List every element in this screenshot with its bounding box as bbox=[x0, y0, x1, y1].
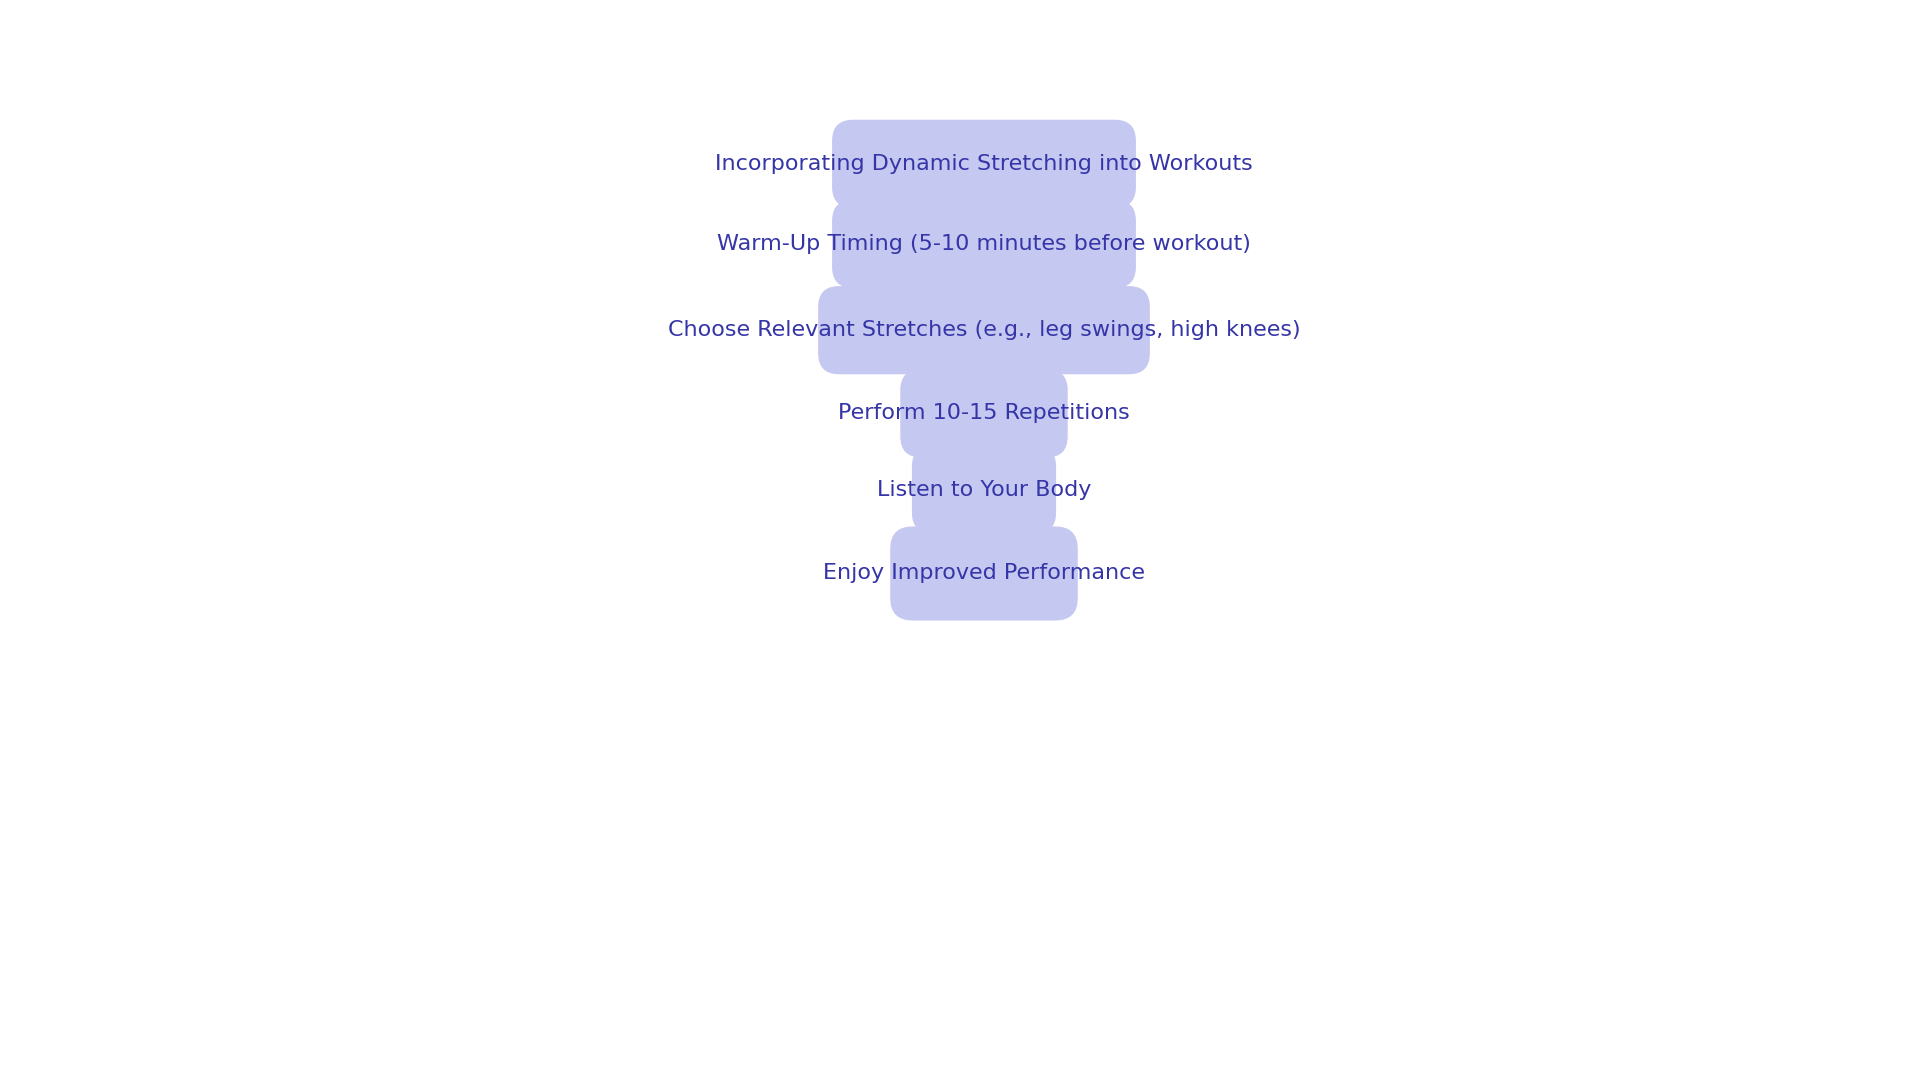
Text: Enjoy Improved Performance: Enjoy Improved Performance bbox=[824, 563, 1144, 584]
FancyBboxPatch shape bbox=[900, 369, 1068, 457]
FancyBboxPatch shape bbox=[891, 526, 1077, 621]
FancyBboxPatch shape bbox=[831, 200, 1137, 288]
FancyBboxPatch shape bbox=[912, 445, 1056, 534]
Text: Incorporating Dynamic Stretching into Workouts: Incorporating Dynamic Stretching into Wo… bbox=[714, 154, 1254, 174]
Text: Perform 10-15 Repetitions: Perform 10-15 Repetitions bbox=[839, 403, 1129, 423]
Text: Choose Relevant Stretches (e.g., leg swings, high knees): Choose Relevant Stretches (e.g., leg swi… bbox=[668, 321, 1300, 340]
Text: Listen to Your Body: Listen to Your Body bbox=[877, 480, 1091, 499]
FancyBboxPatch shape bbox=[831, 120, 1137, 208]
FancyBboxPatch shape bbox=[818, 286, 1150, 375]
Text: Warm-Up Timing (5-10 minutes before workout): Warm-Up Timing (5-10 minutes before work… bbox=[716, 234, 1252, 253]
